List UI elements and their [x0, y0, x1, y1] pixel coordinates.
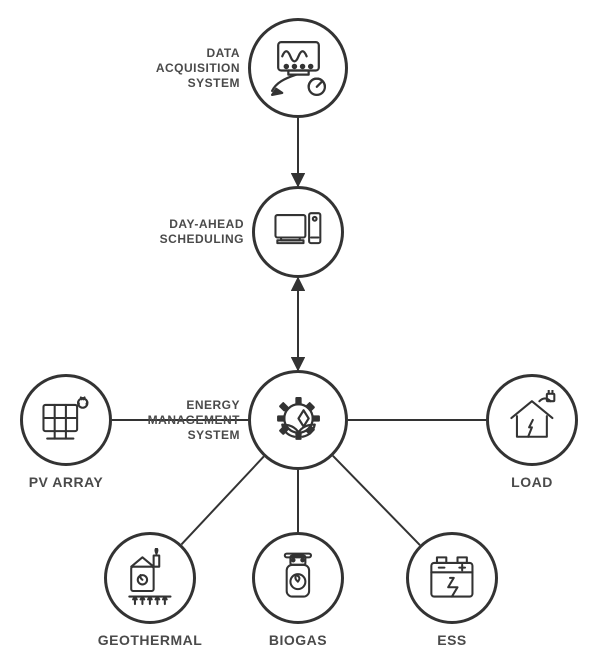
- node-geo: [104, 532, 196, 624]
- oscilloscope-icon: [266, 36, 331, 101]
- edge-ems-ess: [333, 456, 420, 545]
- label-load: LOAD: [452, 474, 598, 492]
- label-ess: ESS: [372, 632, 532, 650]
- node-pv: [20, 374, 112, 466]
- pv-icon: [36, 390, 96, 450]
- node-ess: [406, 532, 498, 624]
- node-sched: [252, 186, 344, 278]
- house_plug-icon: [502, 390, 562, 450]
- label-pv: PV ARRAY: [0, 474, 146, 492]
- node-biogas: [252, 532, 344, 624]
- node-load: [486, 374, 578, 466]
- geothermal-icon: [120, 548, 180, 608]
- biogas-icon: [268, 548, 328, 608]
- diagram-canvas: DATA ACQUISITION SYSTEM DAY-AHEAD SCHEDU…: [0, 0, 598, 672]
- node-ems: [248, 370, 348, 470]
- battery-icon: [422, 548, 482, 608]
- edge-ems-geo: [181, 456, 263, 544]
- label-ems: ENERGY MANAGEMENT SYSTEM: [148, 398, 240, 443]
- computer-icon: [268, 202, 328, 262]
- label-geo: GEOTHERMAL: [70, 632, 230, 650]
- node-daq: [248, 18, 348, 118]
- label-sched: DAY-AHEAD SCHEDULING: [160, 217, 244, 247]
- label-daq: DATA ACQUISITION SYSTEM: [156, 46, 240, 91]
- gear_leaf-icon: [266, 388, 331, 453]
- label-biogas: BIOGAS: [218, 632, 378, 650]
